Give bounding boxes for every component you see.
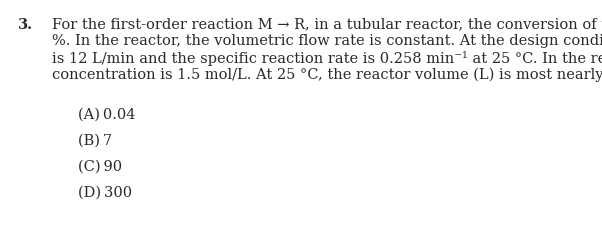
Text: concentration is 1.5 mol/L. At 25 °C, the reactor volume (L) is most nearly: concentration is 1.5 mol/L. At 25 °C, th…	[52, 67, 602, 81]
Text: (B) 7: (B) 7	[78, 133, 112, 147]
Text: is 12 L/min and the specific reaction rate is 0.258 min⁻¹ at 25 °C. In the react: is 12 L/min and the specific reaction ra…	[52, 51, 602, 66]
Text: For the first-order reaction M → R, in a tubular reactor, the conversion of the : For the first-order reaction M → R, in a…	[52, 18, 602, 32]
Text: (C) 90: (C) 90	[78, 159, 122, 173]
Text: (D) 300: (D) 300	[78, 185, 132, 199]
Text: 3.: 3.	[18, 18, 33, 32]
Text: (A) 0.04: (A) 0.04	[78, 108, 135, 121]
Text: %. In the reactor, the volumetric flow rate is constant. At the design condition: %. In the reactor, the volumetric flow r…	[52, 34, 602, 48]
